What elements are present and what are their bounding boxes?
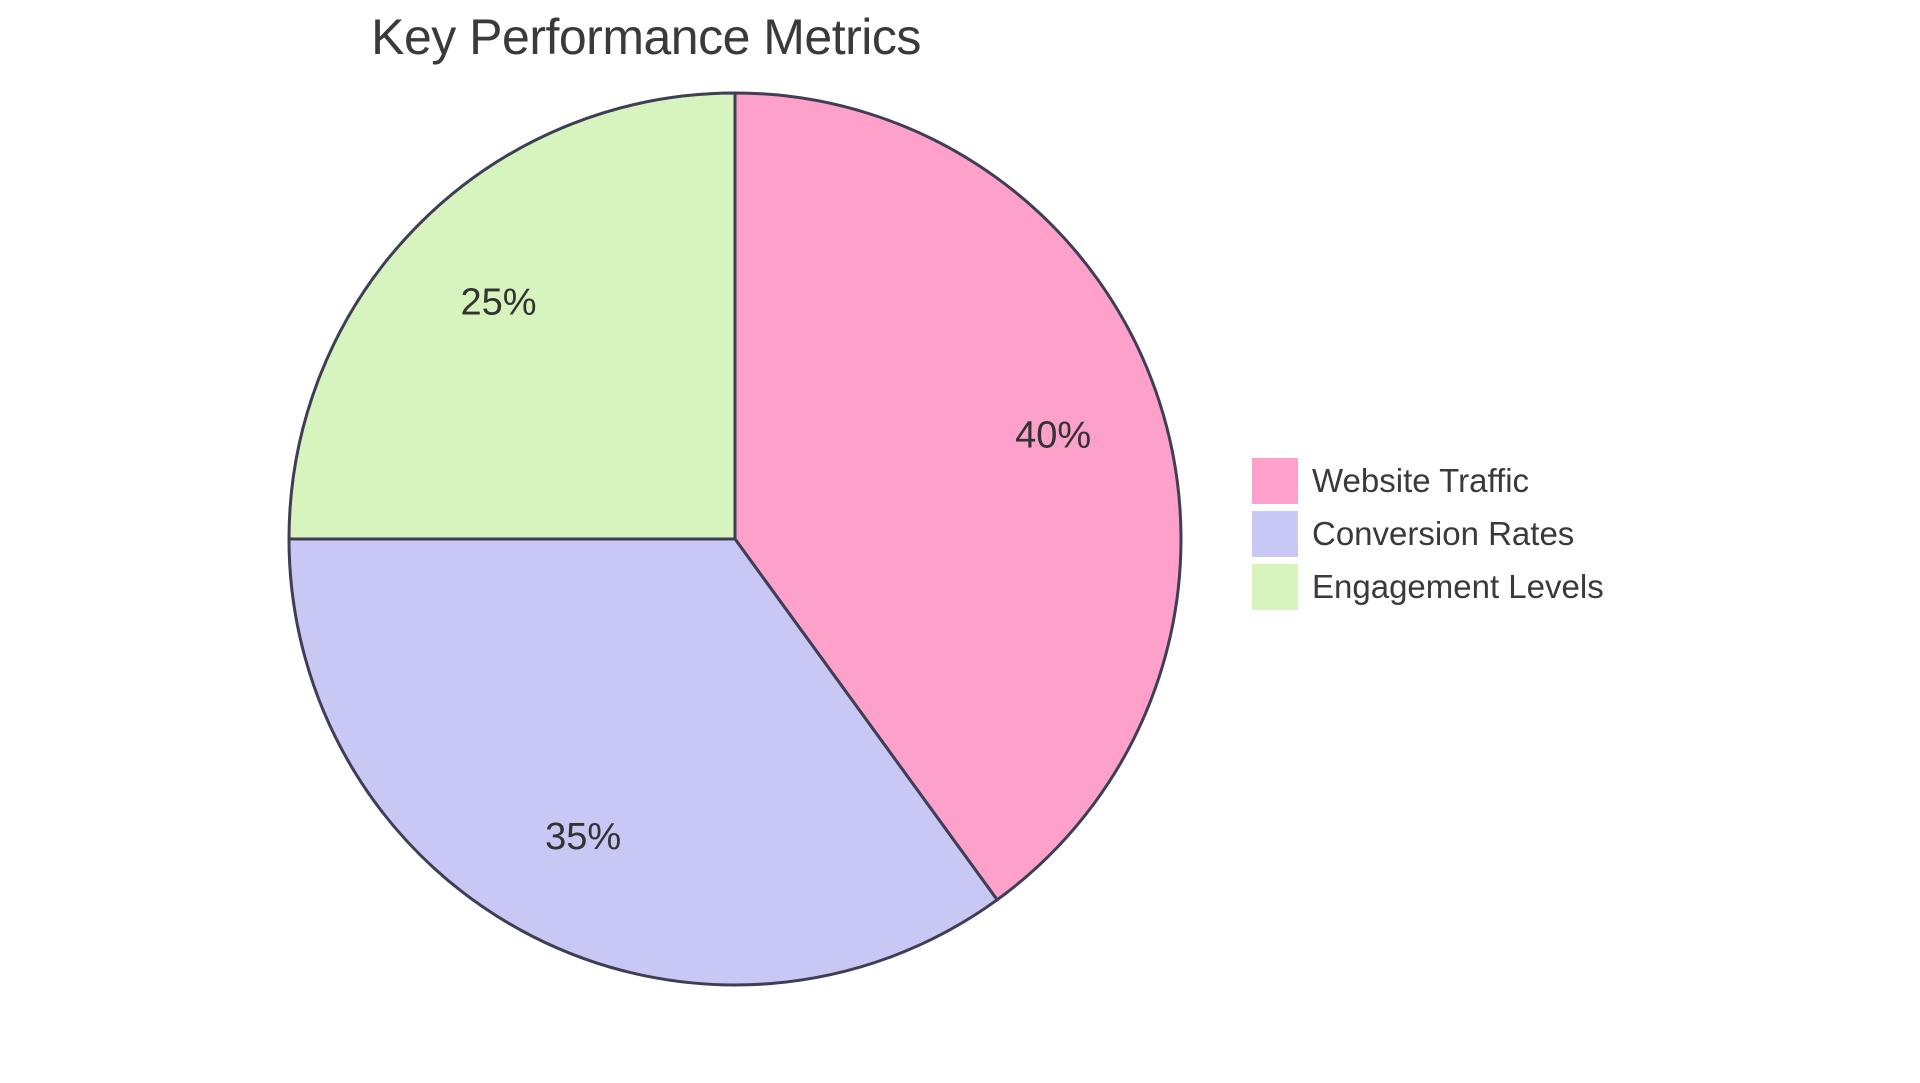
pie-slice-2 [287, 91, 737, 541]
legend-item: Engagement Levels [1252, 564, 1604, 610]
legend-item: Website Traffic [1252, 458, 1604, 504]
legend: Website Traffic Conversion Rates Engagem… [1252, 458, 1604, 617]
legend-item: Conversion Rates [1252, 511, 1604, 557]
legend-swatch [1252, 511, 1298, 557]
chart-title: Key Performance Metrics [371, 9, 921, 65]
slice-percent-label: 40% [1015, 415, 1091, 457]
pie-slice-1 [287, 537, 999, 987]
legend-label: Engagement Levels [1312, 568, 1604, 605]
legend-label: Conversion Rates [1312, 515, 1575, 552]
slice-percent-label: 35% [545, 816, 621, 858]
pie-slice-0 [733, 91, 1183, 902]
legend-swatch [1252, 458, 1298, 504]
legend-swatch [1252, 564, 1298, 610]
legend-label: Website Traffic [1312, 462, 1530, 499]
slice-percent-label: 25% [460, 282, 536, 324]
